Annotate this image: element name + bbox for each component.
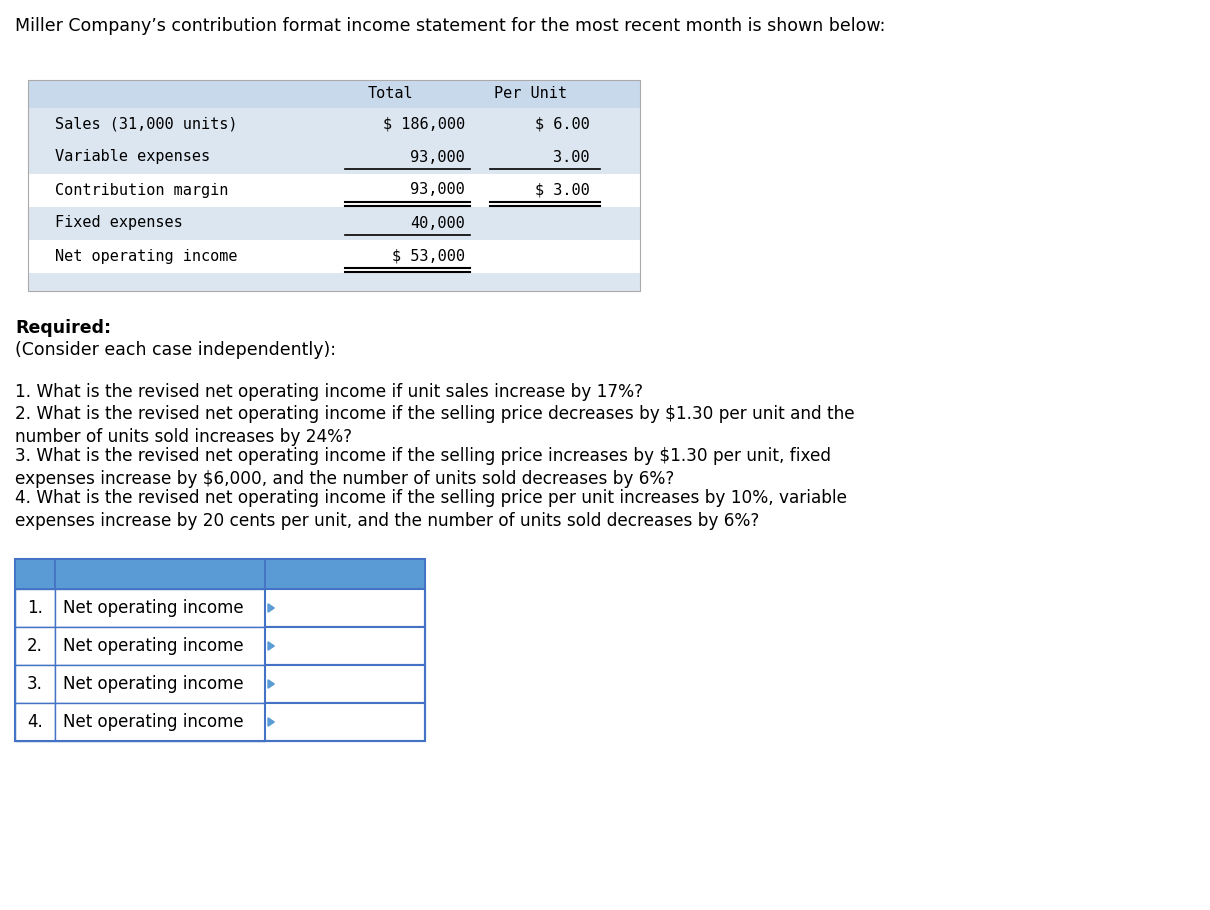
Bar (28, 80, 640, 291)
Bar (265, 559, 425, 589)
Text: (Consider each case independently):: (Consider each case independently): (15, 341, 336, 359)
Bar (15, 703, 54, 741)
Bar (265, 703, 425, 741)
Text: 93,000: 93,000 (410, 183, 465, 197)
Bar (28, 108, 640, 141)
Text: 4.: 4. (27, 713, 42, 731)
Bar (15, 559, 425, 741)
Bar (28, 240, 640, 273)
Text: Total: Total (367, 86, 413, 102)
Bar (54, 559, 265, 589)
Text: Net operating income: Net operating income (63, 599, 243, 617)
Polygon shape (267, 604, 275, 612)
Text: Fixed expenses: Fixed expenses (54, 216, 183, 230)
Text: Net operating income: Net operating income (63, 637, 243, 655)
Bar (54, 703, 265, 741)
Text: Variable expenses: Variable expenses (54, 149, 211, 165)
Text: 1. What is the revised net operating income if unit sales increase by 17%?: 1. What is the revised net operating inc… (15, 383, 643, 401)
Text: 2. What is the revised net operating income if the selling price decreases by $1: 2. What is the revised net operating inc… (15, 405, 854, 446)
Bar (265, 589, 425, 627)
Text: Net operating income: Net operating income (54, 248, 237, 264)
Text: Sales (31,000 units): Sales (31,000 units) (54, 116, 237, 132)
Bar (28, 141, 640, 174)
Bar (265, 627, 425, 665)
Bar (15, 665, 54, 703)
Text: Miller Company’s contribution format income statement for the most recent month : Miller Company’s contribution format inc… (15, 17, 886, 35)
Polygon shape (267, 718, 275, 726)
Polygon shape (267, 680, 275, 688)
Text: 3.: 3. (27, 675, 42, 693)
Bar (28, 207, 640, 240)
Text: $ 6.00: $ 6.00 (535, 116, 590, 132)
Text: 40,000: 40,000 (410, 216, 465, 230)
Text: 3.00: 3.00 (553, 149, 590, 165)
Bar (28, 273, 640, 291)
Text: Required:: Required: (15, 319, 111, 337)
Bar (54, 589, 265, 627)
Text: 4. What is the revised net operating income if the selling price per unit increa: 4. What is the revised net operating inc… (15, 489, 847, 530)
Bar (15, 627, 54, 665)
Bar (265, 665, 425, 703)
Bar (54, 627, 265, 665)
Text: 2.: 2. (27, 637, 42, 655)
Text: $ 3.00: $ 3.00 (535, 183, 590, 197)
Bar (28, 174, 640, 207)
Text: Net operating income: Net operating income (63, 713, 243, 731)
Bar (15, 589, 54, 627)
Text: Per Unit: Per Unit (494, 86, 566, 102)
Text: 3. What is the revised net operating income if the selling price increases by $1: 3. What is the revised net operating inc… (15, 447, 831, 488)
Bar (15, 559, 54, 589)
Polygon shape (267, 642, 275, 651)
Bar (54, 665, 265, 703)
Text: Net operating income: Net operating income (63, 675, 243, 693)
Text: $ 186,000: $ 186,000 (382, 116, 465, 132)
Text: Contribution margin: Contribution margin (54, 183, 229, 197)
Text: $ 53,000: $ 53,000 (392, 248, 465, 264)
Text: 93,000: 93,000 (410, 149, 465, 165)
Text: 1.: 1. (27, 599, 42, 617)
Bar (28, 80, 640, 108)
